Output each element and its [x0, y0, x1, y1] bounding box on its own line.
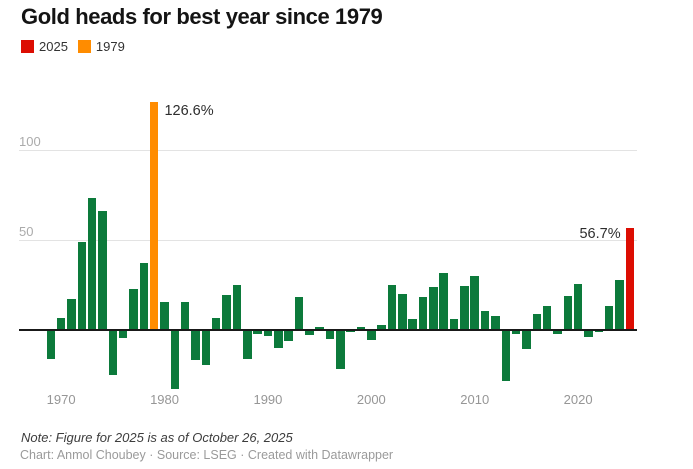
x-tick-label-1990: 1990	[253, 392, 283, 407]
bar-1977	[129, 288, 138, 329]
bar-2022	[594, 330, 604, 332]
bar-1995	[315, 326, 324, 329]
bar-2020	[573, 284, 583, 329]
bar-2005	[418, 296, 428, 329]
legend-item-2025: 2025	[21, 39, 68, 54]
y-tick-label-50: 50	[19, 223, 34, 239]
bar-2007	[439, 273, 448, 329]
x-tick-label-1980: 1980	[150, 392, 179, 407]
bar-1976	[118, 330, 128, 338]
bar-1979	[149, 102, 159, 329]
gridline-100	[19, 150, 637, 151]
bar-1975	[108, 330, 118, 375]
bar-2011	[480, 310, 490, 329]
bar-1985	[211, 318, 221, 329]
bar-2023	[604, 305, 614, 329]
bar-2015	[522, 330, 531, 350]
bar-2013	[501, 330, 510, 381]
bar-1974	[98, 210, 107, 329]
bar-2002	[387, 284, 397, 329]
bar-1992	[284, 330, 293, 341]
bar-1969	[46, 330, 56, 360]
bar-2021	[584, 330, 593, 338]
bar-1982	[180, 302, 190, 329]
bar-1988	[243, 330, 252, 359]
bar-1999	[356, 327, 366, 329]
annotation-label-1979: 126.6%	[164, 103, 214, 120]
bar-2008	[449, 318, 459, 329]
bar-1972	[77, 241, 87, 329]
bar-1991	[274, 330, 283, 349]
x-tick-label-2020: 2020	[563, 392, 593, 407]
x-tick-label-2000: 2000	[356, 392, 386, 407]
bar-2001	[377, 324, 386, 329]
bar-2010	[470, 275, 479, 329]
bar-2000	[367, 330, 376, 341]
legend-label-2025: 2025	[39, 39, 68, 54]
bar-1971	[67, 299, 76, 329]
bar-2009	[460, 285, 469, 329]
x-tick-label-2010: 2010	[460, 392, 490, 407]
bar-2018	[553, 330, 562, 334]
annotation-label-2025: 56.7%	[579, 225, 621, 242]
page-title: Gold heads for best year since 1979	[21, 4, 383, 29]
bar-1987	[232, 285, 242, 329]
bar-1993	[294, 297, 304, 329]
bar-1994	[305, 330, 314, 335]
bar-2025	[625, 227, 635, 329]
bar-1986	[222, 294, 231, 329]
legend-swatch-2025	[21, 40, 34, 53]
legend-item-1979: 1979	[77, 39, 125, 54]
bar-1980	[160, 301, 169, 329]
legend-label-1979: 1979	[95, 39, 125, 54]
bar-2016	[532, 313, 542, 329]
y-tick-label-100: 100	[19, 134, 41, 149]
bar-2019	[563, 296, 573, 329]
bar-2024	[615, 280, 624, 329]
bar-2004	[408, 319, 417, 329]
credit-text: Chart: Anmol Choubey · Source: LSEG · Cr…	[20, 448, 394, 462]
bar-2017	[542, 305, 552, 329]
gridline-50	[19, 239, 637, 241]
bar-1996	[325, 330, 335, 339]
bar-2014	[511, 330, 521, 335]
x-tick-label-1970: 1970	[46, 392, 76, 407]
bar-1983	[191, 330, 200, 360]
bar-1981	[170, 330, 180, 389]
note-text: Note: Figure for 2025 is as of October 2…	[21, 430, 293, 445]
bar-1984	[201, 330, 211, 366]
legend-swatch-1979	[77, 40, 91, 53]
x-axis-line	[19, 328, 637, 331]
legend: 2025 1979	[21, 39, 125, 54]
bar-1990	[263, 330, 273, 337]
bar-1973	[87, 198, 97, 329]
bar-1997	[336, 330, 345, 369]
bar-1978	[139, 262, 149, 329]
bar-2006	[429, 287, 438, 329]
bar-1989	[253, 330, 262, 335]
bar-2003	[398, 294, 407, 329]
bar-1970	[56, 318, 66, 329]
bar-2012	[491, 316, 500, 329]
bar-1998	[346, 330, 355, 332]
